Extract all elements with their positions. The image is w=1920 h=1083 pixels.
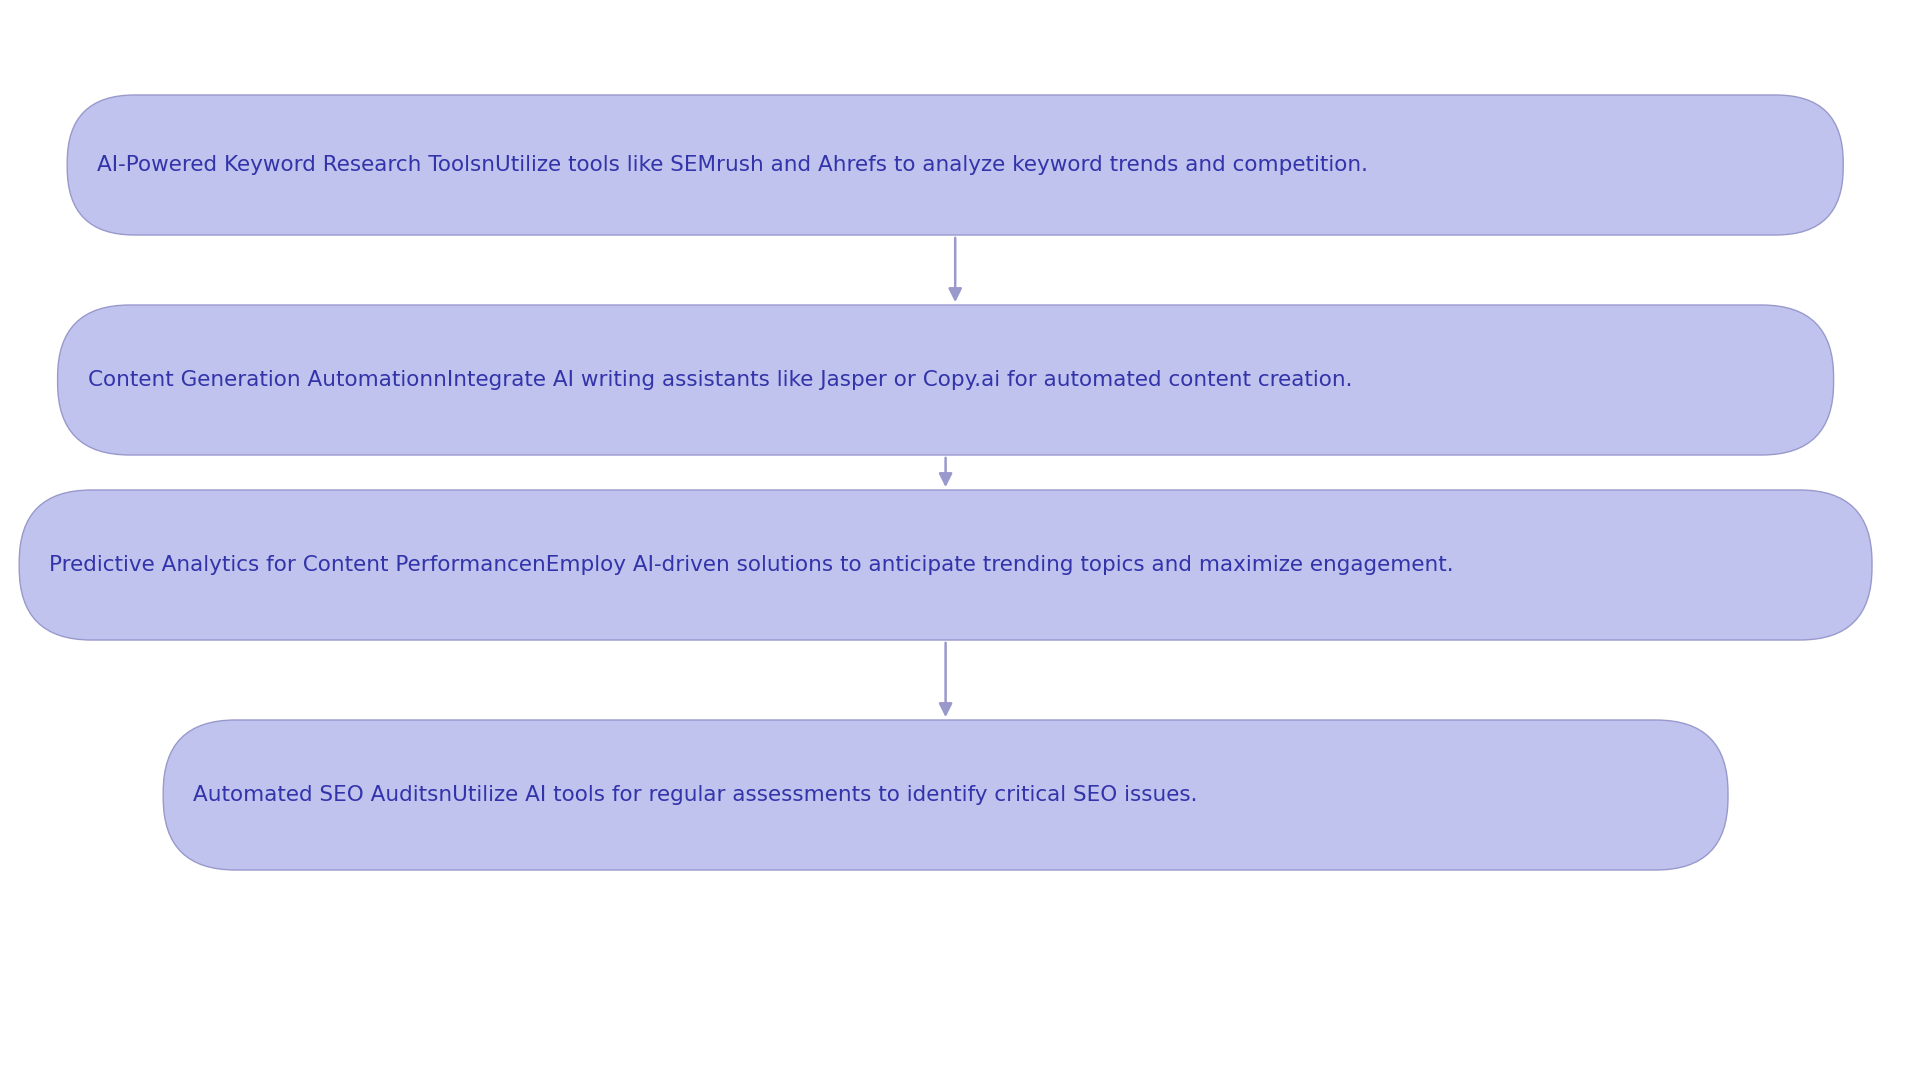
Text: Predictive Analytics for Content PerformancenEmploy AI-driven solutions to antic: Predictive Analytics for Content Perform…: [50, 554, 1453, 575]
FancyBboxPatch shape: [163, 720, 1728, 870]
FancyBboxPatch shape: [19, 490, 1872, 640]
Text: Automated SEO AuditsnUtilize AI tools for regular assessments to identify critic: Automated SEO AuditsnUtilize AI tools fo…: [194, 785, 1198, 805]
Text: Content Generation AutomationnIntegrate AI writing assistants like Jasper or Cop: Content Generation AutomationnIntegrate …: [88, 370, 1352, 390]
Text: AI-Powered Keyword Research ToolsnUtilize tools like SEMrush and Ahrefs to analy: AI-Powered Keyword Research ToolsnUtiliz…: [98, 155, 1369, 175]
FancyBboxPatch shape: [67, 95, 1843, 235]
FancyBboxPatch shape: [58, 305, 1834, 455]
